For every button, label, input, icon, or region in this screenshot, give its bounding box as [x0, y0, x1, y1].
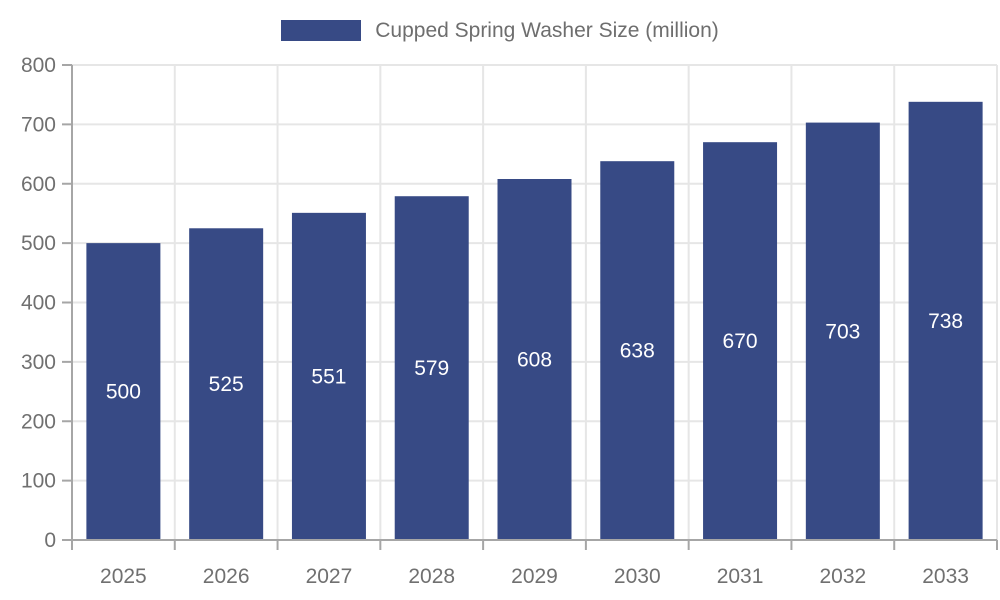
- bar-label-2029: 608: [517, 349, 552, 372]
- x-tick-label-2026: 2026: [203, 565, 250, 588]
- bar-2029: [497, 179, 572, 540]
- x-tick-label-2032: 2032: [819, 565, 866, 588]
- bar-label-2031: 670: [723, 330, 758, 353]
- legend-item[interactable]: Cupped Spring Washer Size (million): [0, 20, 1000, 41]
- bar-label-2025: 500: [106, 381, 141, 404]
- x-tick-label-2027: 2027: [306, 565, 353, 588]
- bar-label-2027: 551: [311, 365, 346, 388]
- legend-swatch: [281, 20, 362, 41]
- y-tick-label-700: 700: [21, 113, 56, 136]
- bar-2030: [600, 161, 675, 540]
- bar-label-2030: 638: [620, 340, 655, 363]
- bar-label-2026: 525: [209, 373, 244, 396]
- bar-2027: [291, 212, 366, 540]
- x-tick-label-2033: 2033: [922, 565, 969, 588]
- y-tick-label-800: 800: [21, 54, 56, 77]
- bar-2025: [86, 243, 161, 540]
- y-tick-label-400: 400: [21, 292, 56, 315]
- bar-2026: [189, 228, 264, 540]
- bar-label-2032: 703: [825, 320, 860, 343]
- x-tick-label-2029: 2029: [511, 565, 558, 588]
- y-tick-label-300: 300: [21, 351, 56, 374]
- y-tick-label-100: 100: [21, 470, 56, 493]
- x-tick-label-2030: 2030: [614, 565, 661, 588]
- y-tick-label-600: 600: [21, 173, 56, 196]
- bar-2028: [394, 196, 469, 540]
- bar-2032: [805, 122, 880, 540]
- y-tick-label-0: 0: [44, 529, 56, 552]
- bar-2033: [908, 101, 983, 540]
- bar-label-2028: 579: [414, 357, 449, 380]
- bar-2031: [703, 142, 778, 540]
- x-tick-label-2028: 2028: [408, 565, 455, 588]
- legend-label: Cupped Spring Washer Size (million): [375, 19, 719, 42]
- x-tick-label-2025: 2025: [100, 565, 147, 588]
- y-tick-label-500: 500: [21, 232, 56, 255]
- x-tick-label-2031: 2031: [717, 565, 764, 588]
- y-tick-label-200: 200: [21, 410, 56, 433]
- bar-label-2033: 738: [928, 310, 963, 333]
